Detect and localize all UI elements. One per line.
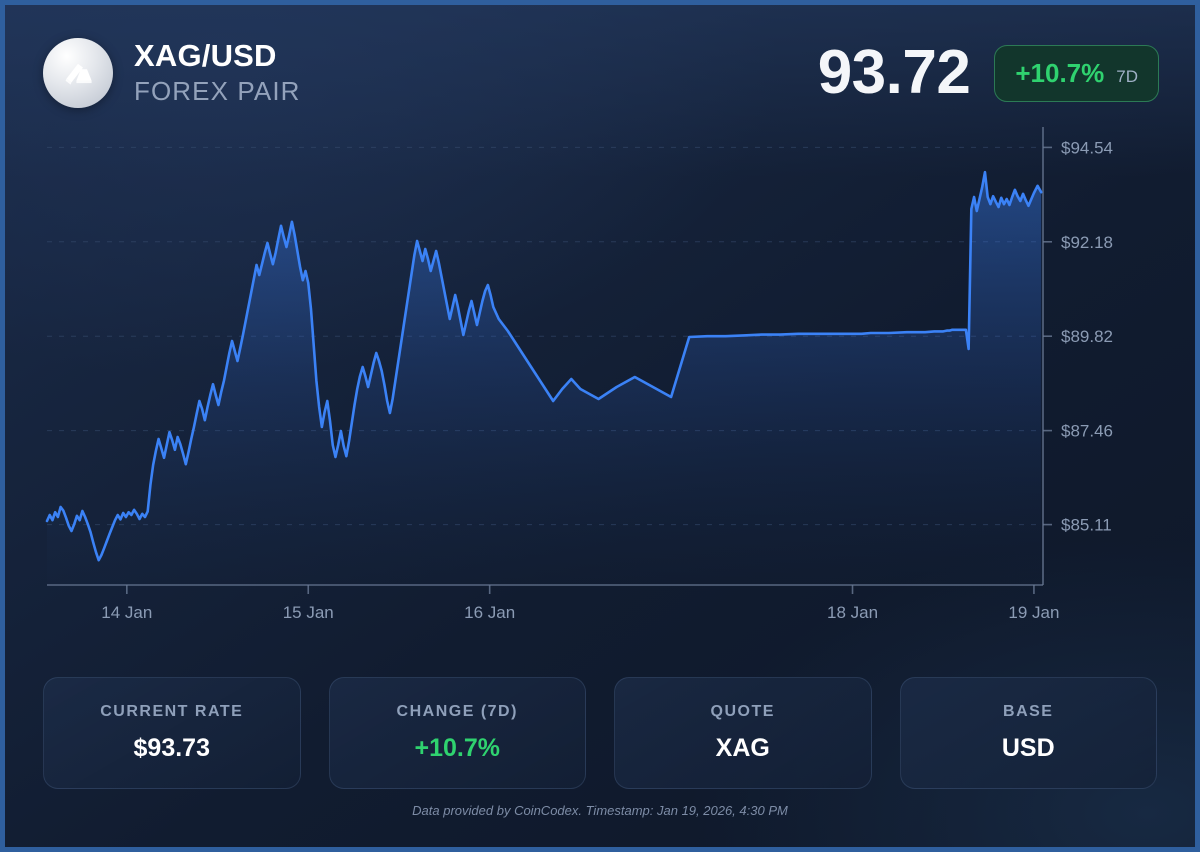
- widget-header: XAG/USD FOREX PAIR 93.72 +10.7% 7D: [5, 5, 1195, 111]
- svg-text:18 Jan: 18 Jan: [827, 603, 878, 622]
- svg-text:$85.11: $85.11: [1061, 516, 1112, 535]
- chart-y-axis-labels: $94.54 $92.18 $89.82 $87.46 $85.11: [1043, 138, 1113, 535]
- pair-names: XAG/USD FOREX PAIR: [134, 38, 301, 107]
- pair-identity: XAG/USD FOREX PAIR: [43, 38, 301, 108]
- stat-card: QUOTE XAG: [614, 677, 872, 789]
- price-chart[interactable]: $94.54 $92.18 $89.82 $87.46 $85.11 14 Jan 15 …: [5, 111, 1195, 671]
- pair-subtitle: FOREX PAIR: [134, 76, 301, 107]
- stat-card: CHANGE (7D) +10.7%: [328, 677, 586, 789]
- silver-bars-icon: [43, 38, 113, 108]
- data-attribution: Data provided by CoinCodex. Timestamp: J…: [412, 803, 788, 818]
- price-chart-svg[interactable]: $94.54 $92.18 $89.82 $87.46 $85.11 14 Jan 15 …: [5, 111, 1195, 671]
- svg-text:$92.18: $92.18: [1061, 233, 1113, 252]
- stat-card-value: +10.7%: [414, 734, 501, 762]
- stat-card: BASE USD: [899, 677, 1157, 789]
- stat-card-value: XAG: [715, 734, 770, 762]
- change-percent: +10.7%: [1015, 57, 1105, 88]
- stat-card-value: $93.73: [133, 734, 210, 762]
- stat-card-label: QUOTE: [710, 703, 775, 720]
- page-title: XAG/USD: [134, 38, 277, 74]
- svg-text:19 Jan: 19 Jan: [1008, 603, 1059, 622]
- price-summary: 93.72 +10.7% 7D: [818, 42, 1159, 104]
- svg-text:$87.46: $87.46: [1061, 422, 1113, 441]
- stat-card-row: CURRENT RATE $93.73 CHANGE (7D) +10.7% QUOTE…: [5, 677, 1195, 789]
- svg-text:14 Jan: 14 Jan: [101, 603, 152, 622]
- svg-text:$94.54: $94.54: [1061, 138, 1113, 157]
- chart-line: [45, 170, 1043, 562]
- current-price: 93.72: [817, 38, 971, 107]
- stat-card-label: CURRENT RATE: [100, 703, 244, 720]
- stat-card-label: CHANGE (7D): [396, 703, 518, 720]
- chart-area-fill: [47, 172, 1042, 585]
- status-badge: +10.7% 7D: [994, 44, 1159, 102]
- svg-text:16 Jan: 16 Jan: [464, 603, 515, 622]
- stat-card-value: USD: [1001, 734, 1055, 762]
- stat-card: CURRENT RATE $93.73: [43, 677, 301, 789]
- svg-text:15 Jan: 15 Jan: [283, 603, 334, 622]
- svg-text:$89.82: $89.82: [1061, 327, 1113, 346]
- chart-x-axis-labels: 14 Jan 15 Jan 16 Jan 18 Jan 19 Jan: [101, 585, 1059, 622]
- change-period: 7D: [1116, 66, 1138, 86]
- stat-card-label: BASE: [1003, 703, 1054, 720]
